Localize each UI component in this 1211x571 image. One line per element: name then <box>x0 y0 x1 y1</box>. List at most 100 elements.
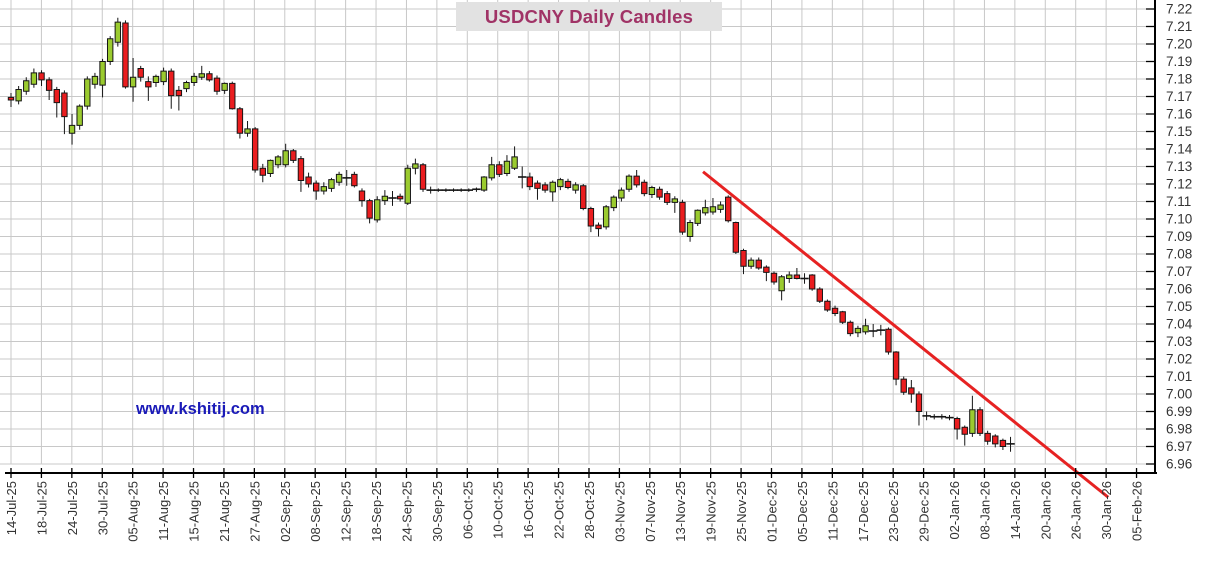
y-axis-label: 7.09 <box>1166 229 1192 244</box>
candle <box>511 146 518 170</box>
candle <box>68 114 76 145</box>
candle <box>351 171 358 188</box>
y-axis-labels: 7.22 7.21 7.20 7.19 7.18 7.17 7.16 7.15 7.14 7.13… <box>1166 2 1193 472</box>
y-axis-label: 7.13 <box>1166 159 1192 174</box>
candle <box>847 320 854 337</box>
candle <box>862 318 869 335</box>
x-axis-label: 05-Aug-25 <box>126 481 141 542</box>
x-axis-label: 10-Oct-25 <box>491 481 506 539</box>
candle <box>831 305 839 317</box>
candle <box>656 186 663 200</box>
candle <box>464 188 473 192</box>
candle <box>335 171 343 186</box>
candle <box>953 416 961 440</box>
y-axis-label: 7.08 <box>1166 247 1192 262</box>
candle <box>702 199 709 216</box>
x-axis-label: 05-Feb-26 <box>1130 481 1145 541</box>
candle <box>709 198 717 215</box>
candle <box>816 287 823 303</box>
candle <box>800 273 809 284</box>
candle <box>885 327 892 355</box>
x-axis-label: 24-Sep-25 <box>399 481 414 542</box>
candle <box>61 90 68 135</box>
candle <box>274 155 282 169</box>
candle <box>679 199 686 235</box>
candle <box>908 380 915 403</box>
candle <box>282 143 289 168</box>
x-axis-label: 23-Dec-25 <box>886 481 901 542</box>
candle <box>305 172 312 188</box>
x-axis-label: 21-Aug-25 <box>217 481 232 542</box>
candle <box>740 248 747 275</box>
watermark-text: www.kshitij.com <box>136 400 265 418</box>
candle <box>244 121 251 137</box>
candle <box>313 180 320 200</box>
x-axis-label: 18-Jul-25 <box>34 481 49 535</box>
x-axis-label: 30-Jan-26 <box>1099 481 1114 540</box>
y-axis-label: 7.05 <box>1166 299 1192 314</box>
y-axis-label: 7.11 <box>1166 194 1191 209</box>
candle <box>595 222 602 237</box>
candle <box>23 77 30 95</box>
candle <box>648 185 656 198</box>
candle <box>213 75 221 95</box>
x-axis-label: 14-Jul-25 <box>4 481 19 535</box>
candle <box>992 434 999 448</box>
candle <box>824 299 831 312</box>
x-axis-label: 11-Dec-25 <box>825 481 840 541</box>
candle <box>793 268 801 280</box>
y-axis-label: 6.98 <box>1166 422 1192 437</box>
candle <box>496 161 503 177</box>
candle <box>358 188 366 207</box>
candle <box>229 81 236 110</box>
candle <box>778 275 785 301</box>
candle <box>434 188 443 192</box>
candle <box>152 74 160 87</box>
x-axis-label: 22-Oct-25 <box>552 481 567 539</box>
candle <box>198 65 205 80</box>
candle <box>190 72 198 86</box>
candle <box>366 198 373 224</box>
x-axis-label: 11-Aug-25 <box>156 481 171 541</box>
candle <box>145 76 152 101</box>
candle <box>587 206 595 233</box>
candle <box>404 164 411 205</box>
candle <box>45 77 53 100</box>
candle <box>320 182 328 195</box>
candle <box>694 209 701 226</box>
candle <box>876 324 886 336</box>
candle <box>922 411 931 421</box>
candle <box>770 271 778 285</box>
x-axis-label: 30-Sep-25 <box>430 481 445 542</box>
candle <box>534 180 541 200</box>
candle <box>456 188 466 192</box>
y-axis-label: 6.97 <box>1166 439 1192 454</box>
candle <box>426 186 435 194</box>
candle <box>900 376 907 395</box>
y-axis-label: 7.10 <box>1166 212 1192 227</box>
x-axis-label: 01-Dec-25 <box>765 481 780 542</box>
y-axis-label: 7.07 <box>1166 264 1192 279</box>
x-axis-label: 05-Dec-25 <box>795 481 810 542</box>
candle <box>114 17 122 47</box>
y-axis-label: 7.15 <box>1166 124 1192 139</box>
candle <box>633 170 640 188</box>
y-axis-label: 7.19 <box>1166 54 1192 69</box>
candle <box>259 163 266 183</box>
candle <box>747 257 755 269</box>
candle <box>129 58 137 102</box>
candle <box>725 195 732 223</box>
candle <box>969 395 976 437</box>
trendline <box>702 170 1110 499</box>
candle <box>396 193 404 202</box>
candle <box>99 58 106 98</box>
candle <box>7 93 15 107</box>
x-axis-label: 06-Oct-25 <box>460 481 475 539</box>
candle <box>930 414 939 420</box>
x-axis-label: 28-Oct-25 <box>582 481 597 539</box>
grid-lines <box>0 0 1155 465</box>
candle <box>290 149 297 163</box>
y-axis-label: 6.99 <box>1166 404 1192 419</box>
x-axis-label: 14-Jan-26 <box>1008 481 1023 540</box>
